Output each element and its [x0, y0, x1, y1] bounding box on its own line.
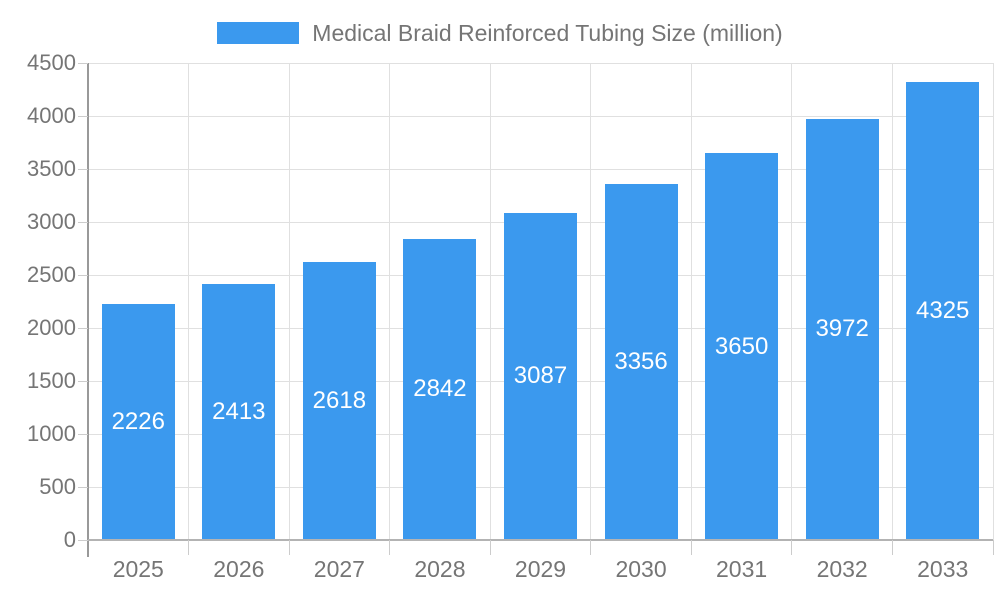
bar-2031[interactable]: 3650 — [705, 153, 779, 540]
x-axis-label: 2026 — [213, 556, 265, 582]
y-axis-label: 1000 — [27, 421, 76, 446]
bar-2032[interactable]: 3972 — [805, 118, 879, 540]
y-tick — [78, 274, 88, 276]
x-axis-label: 2027 — [313, 556, 365, 582]
legend[interactable]: Medical Braid Reinforced Tubing Size (mi… — [0, 20, 1000, 46]
x-tick — [791, 540, 793, 555]
y-tick — [78, 221, 88, 223]
y-axis-label: 2000 — [27, 315, 76, 340]
bar-value-label: 4325 — [916, 296, 970, 324]
x-axis-label: 2032 — [816, 556, 868, 582]
bar-2026[interactable]: 2413 — [202, 284, 276, 540]
legend-label: Medical Braid Reinforced Tubing Size (mi… — [312, 19, 783, 46]
plot-area: 2226 2413 2618 2842 3087 3356 3650 3972 4325 0 50… — [27, 50, 994, 582]
bar-2028[interactable]: 2842 — [403, 238, 477, 540]
y-tick — [78, 62, 88, 64]
legend-swatch — [217, 22, 300, 44]
x-tick — [992, 540, 994, 555]
y-tick — [78, 115, 88, 117]
bar-2030[interactable]: 3356 — [604, 184, 678, 540]
y-axis-line — [87, 63, 89, 557]
y-axis-label: 0 — [63, 527, 76, 552]
y-axis-label: 1500 — [27, 368, 76, 393]
bar-value-label: 2413 — [212, 398, 266, 426]
y-tick — [78, 486, 88, 488]
y-axis-label: 4500 — [27, 50, 76, 75]
x-axis-label: 2029 — [514, 556, 567, 582]
bar-value-label: 2618 — [312, 387, 367, 415]
y-axis-label: 4000 — [27, 103, 76, 128]
x-axis-label: 2031 — [716, 556, 768, 582]
x-tick — [690, 540, 692, 555]
bar-value-label: 3650 — [714, 332, 769, 360]
gridline — [891, 63, 893, 540]
bar-value-label: 3356 — [614, 348, 668, 376]
x-axis-label: 2028 — [414, 556, 466, 582]
x-tick — [288, 540, 290, 555]
bar-value-label: 2226 — [111, 408, 165, 435]
y-axis-label: 3500 — [27, 156, 76, 181]
x-tick — [188, 540, 190, 555]
gridline — [690, 63, 692, 540]
gridline — [992, 63, 994, 540]
gridline — [791, 63, 793, 540]
gridline — [88, 168, 993, 170]
bar-2027[interactable]: 2618 — [302, 262, 376, 540]
y-tick — [78, 433, 88, 435]
gridline — [590, 63, 592, 540]
y-tick — [78, 539, 88, 541]
y-axis-label: 500 — [39, 474, 76, 499]
bar-value-label: 2842 — [413, 375, 467, 403]
y-axis-label: 3000 — [27, 209, 76, 234]
x-axis-baseline — [88, 539, 993, 541]
bar-value-label: 3972 — [815, 315, 869, 343]
x-axis-label: 2025 — [112, 556, 164, 582]
x-tick — [590, 540, 592, 555]
y-tick — [78, 380, 88, 382]
y-axis-label: 2500 — [27, 262, 76, 287]
bar-2033[interactable]: 4325 — [906, 81, 980, 540]
x-axis-label: 2030 — [615, 556, 667, 582]
x-axis-label: 2033 — [917, 556, 969, 582]
gridline — [389, 63, 391, 540]
x-tick — [489, 540, 491, 555]
gridline — [188, 63, 190, 540]
gridline — [88, 115, 993, 117]
bar-value-label: 3087 — [513, 362, 568, 390]
y-tick — [78, 327, 88, 329]
bar-2025[interactable]: 2226 — [101, 304, 175, 540]
gridline — [288, 63, 290, 540]
gridline — [88, 62, 993, 64]
gridline — [489, 63, 491, 540]
y-tick — [78, 168, 88, 170]
x-tick — [389, 540, 391, 555]
bar-2029[interactable]: 3087 — [504, 212, 577, 540]
x-tick — [891, 540, 893, 555]
